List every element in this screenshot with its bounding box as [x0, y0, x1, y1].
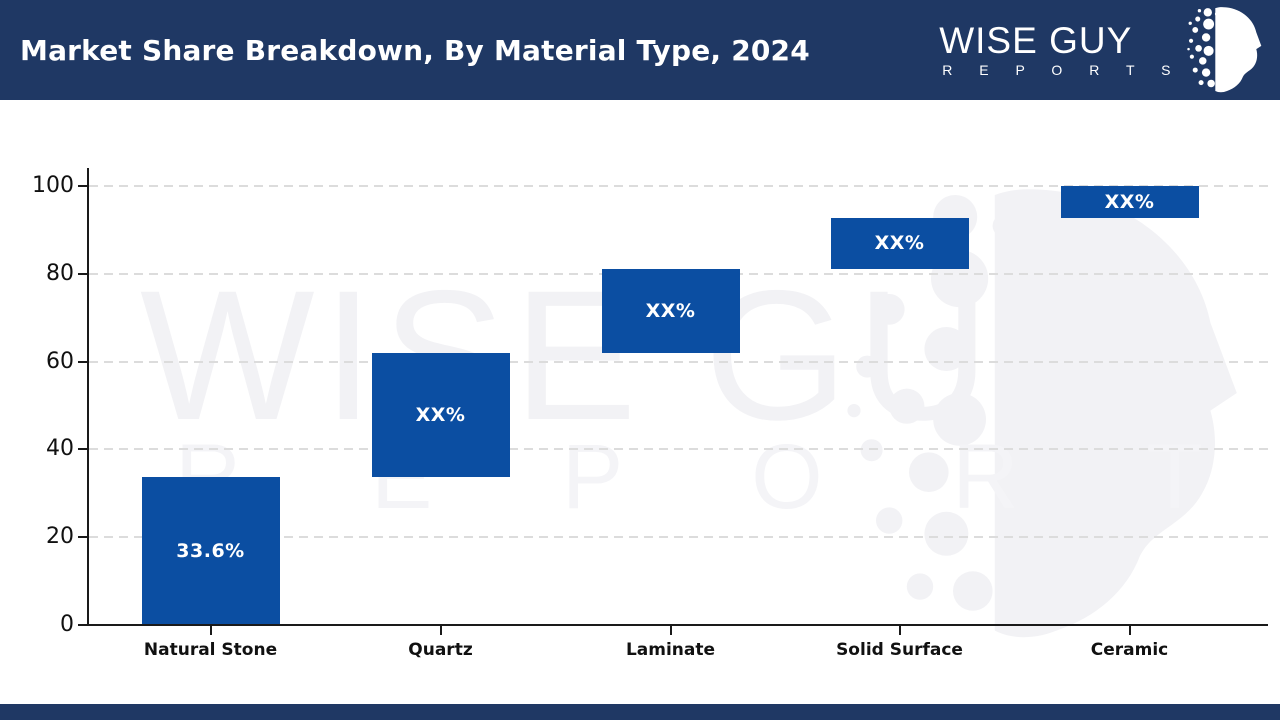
y-tick: [78, 272, 87, 275]
bar: XX%: [1060, 186, 1199, 218]
brand-head-icon: [1187, 7, 1262, 93]
y-axis: [87, 168, 89, 626]
x-tick: [1128, 626, 1131, 635]
y-tick: [78, 360, 87, 363]
y-tick-label: 80: [46, 260, 74, 286]
x-category-label: Laminate: [625, 640, 716, 660]
x-tick: [669, 626, 672, 635]
header-bar: Market Share Breakdown, By Material Type…: [0, 0, 1280, 100]
bar-value-label: XX%: [415, 404, 466, 427]
y-tick: [78, 448, 87, 451]
gridline: [89, 536, 1268, 539]
x-category-label: Natural Stone: [143, 640, 278, 660]
bar-value-label: XX%: [874, 232, 925, 255]
x-category-label: Solid Surface: [836, 640, 963, 660]
bar: XX%: [830, 217, 969, 270]
brand-name: WISE GUY: [939, 20, 1133, 61]
x-category-label: Ceramic: [1090, 640, 1169, 660]
page-title: Market Share Breakdown, By Material Type…: [20, 33, 810, 67]
gridline: [89, 448, 1268, 451]
brand-logo: WISE GUY R E P O R T S: [939, 4, 1266, 96]
footer-bar: [0, 704, 1280, 720]
bar-value-label: XX%: [1104, 190, 1155, 213]
y-tick-label: 40: [46, 436, 74, 462]
x-tick: [898, 626, 901, 635]
y-tick: [78, 536, 87, 539]
brand-subtitle: R E P O R T S: [942, 62, 1182, 78]
bar-value-label: 33.6%: [176, 540, 245, 563]
x-tick: [439, 626, 442, 635]
x-category-label: Quartz: [408, 640, 473, 660]
bar: XX%: [601, 269, 740, 353]
x-tick: [209, 626, 212, 635]
gridline: [89, 185, 1268, 187]
y-tick-label: 0: [60, 612, 74, 637]
y-tick-label: 20: [46, 524, 74, 550]
y-tick: [78, 185, 87, 187]
gridline: [89, 360, 1268, 363]
y-tick-label: 100: [32, 173, 74, 198]
brand-logo-text: WISE GUY R E P O R T S: [939, 22, 1182, 78]
bar-value-label: XX%: [645, 300, 696, 323]
bar: 33.6%: [141, 477, 280, 625]
y-tick: [78, 624, 87, 626]
y-tick-label: 60: [46, 348, 74, 374]
x-axis: [87, 624, 1268, 626]
bar: XX%: [371, 352, 510, 478]
